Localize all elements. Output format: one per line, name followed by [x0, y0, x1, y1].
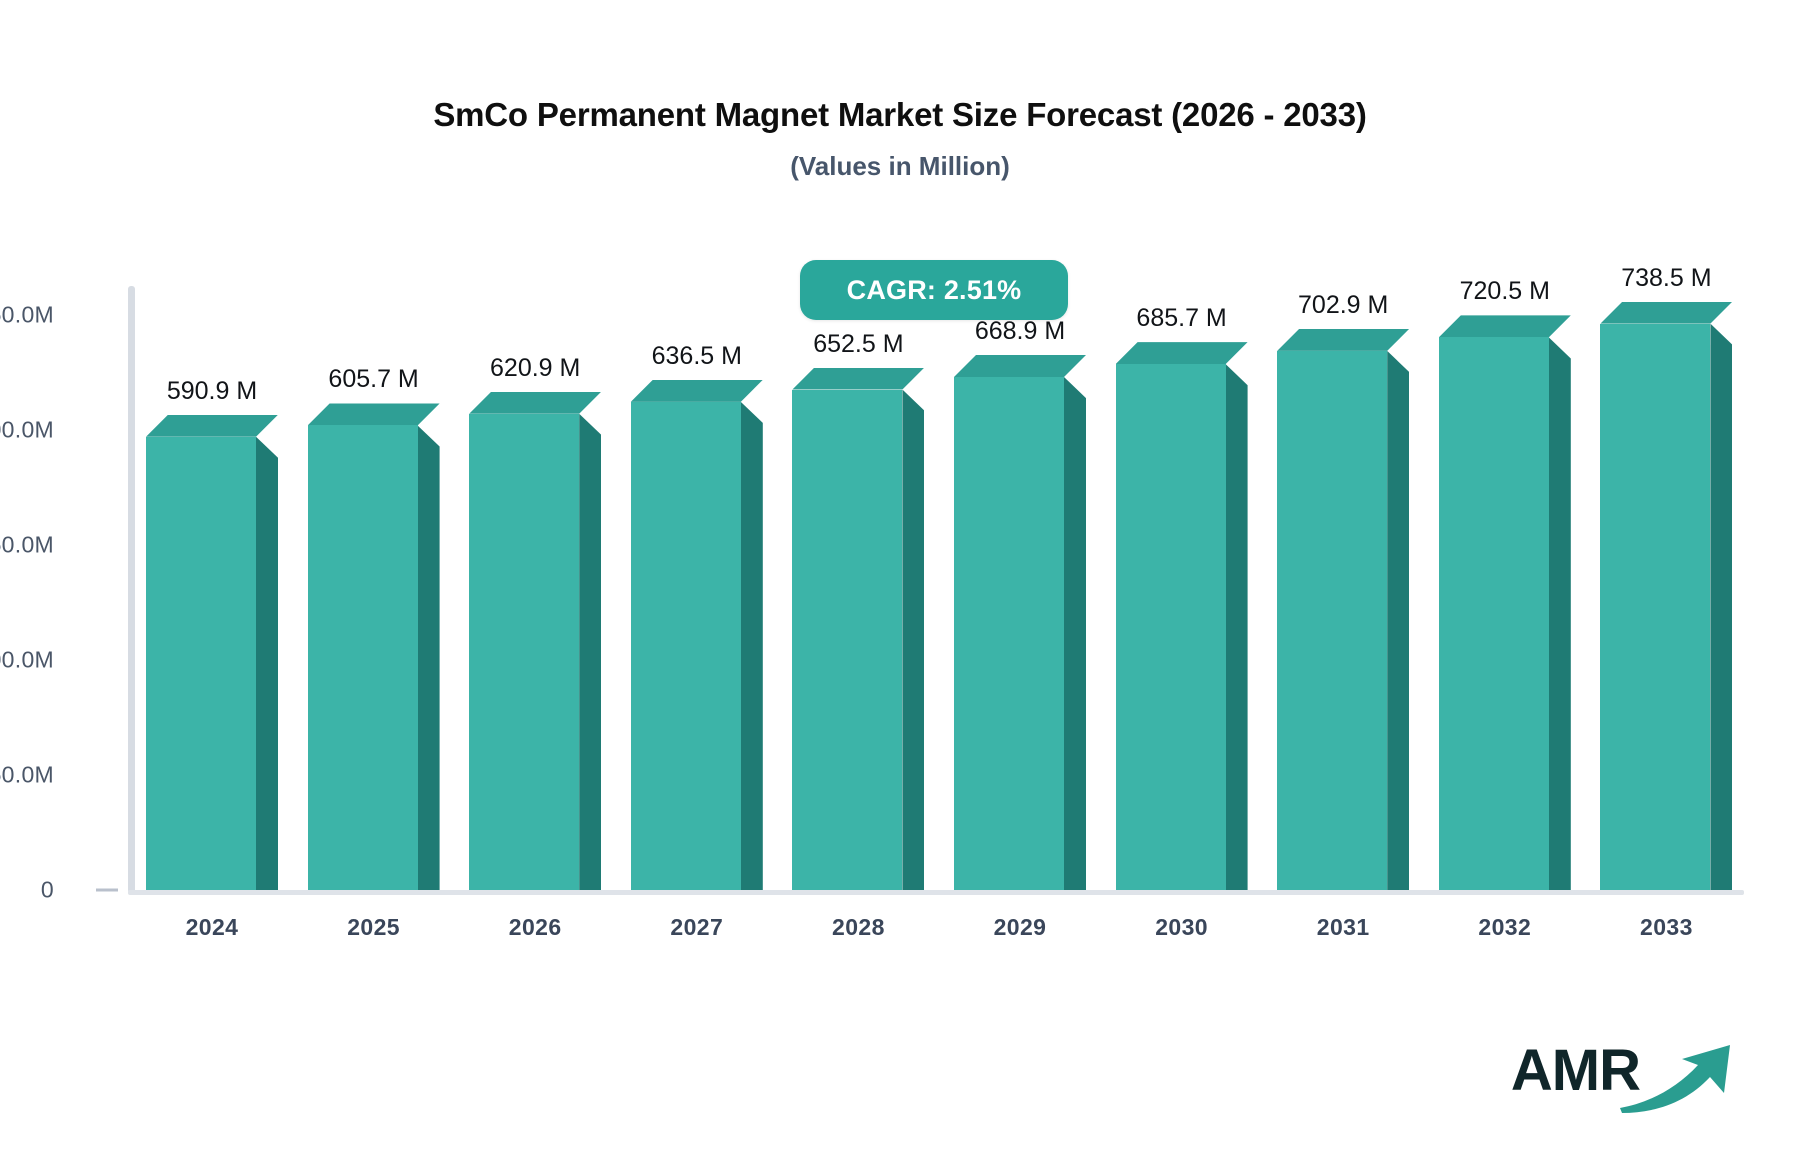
bar-value-label: 685.7 M [1136, 304, 1227, 333]
x-axis-tick-label: 2029 [993, 914, 1047, 940]
bar-top-face [1438, 315, 1571, 338]
bar-top-face [1115, 342, 1248, 365]
bar-side-face [1710, 323, 1733, 890]
bar-side-face [417, 425, 440, 890]
x-axis-tick-label: 2030 [1155, 914, 1208, 940]
bar-side-face [1387, 350, 1410, 890]
bar-column [146, 414, 278, 890]
bar-top-face [792, 367, 925, 390]
bar-top-face [954, 354, 1086, 377]
bar-top-face [307, 403, 440, 426]
x-axis-tick-label: 2033 [1640, 914, 1693, 940]
bar-column [307, 403, 440, 890]
bar-value-label: 702.9 M [1298, 290, 1389, 319]
bar-side-face [579, 413, 602, 890]
bar-value-label: 636.5 M [651, 341, 742, 370]
bar-top-face [1277, 328, 1410, 351]
y-axis-tick-label: 0 [40, 876, 54, 903]
growth-arrow-icon [1614, 1039, 1742, 1118]
amr-logo: AMR [1510, 1034, 1742, 1113]
bar-side-face [1064, 376, 1086, 890]
bar-front-face [1277, 350, 1388, 890]
x-axis-tick-label: 2024 [185, 914, 239, 940]
bar-top-face [630, 379, 763, 402]
bar-column [954, 354, 1086, 890]
chart-subtitle: (Values in Million) [790, 151, 1010, 181]
bar-front-face [146, 436, 256, 890]
bar-front-face [1438, 337, 1549, 890]
bar-column [1277, 328, 1410, 890]
x-axis-tick-label: 2031 [1316, 914, 1370, 940]
bar-side-face [256, 436, 278, 890]
bar-column [630, 379, 763, 890]
bar-side-face [1225, 364, 1248, 890]
bar-side-face [902, 389, 925, 890]
y-axis-tick-label: 300.0M [0, 646, 54, 673]
plot-area: 0 150.0M 300.0M 450.0M 600.0M 750.0M 590.9 M 6… [0, 264, 1744, 940]
bar-side-face [1548, 337, 1571, 890]
bar-series: 590.9 M 605.7 M 620.9 M 636.5 M 652.5 M 668.9… [128, 264, 1744, 893]
bar-front-face [469, 413, 580, 890]
x-axis-line [128, 890, 1744, 895]
page-title: SmCo Permanent Magnet Market Size Foreca… [433, 96, 1367, 133]
x-axis-tick-label: 2025 [347, 914, 400, 940]
bar-value-label: 652.5 M [813, 329, 904, 358]
title-block: SmCo Permanent Magnet Market Size Foreca… [0, 96, 1800, 182]
bar-front-face [1600, 323, 1711, 890]
y-axis-tick-label: 450.0M [0, 531, 54, 558]
bar-value-label: 620.9 M [490, 353, 581, 382]
y-axis-tick-label: 600.0M [0, 416, 54, 443]
y-axis-line [128, 286, 135, 893]
logo-wordmark: AMR [1510, 1038, 1641, 1103]
bar-top-face [469, 391, 602, 414]
bar-front-face [1115, 364, 1226, 890]
x-axis-tick-label: 2027 [670, 914, 724, 940]
bar-front-face [954, 376, 1064, 890]
bar-value-label: 738.5 M [1621, 263, 1712, 292]
y-axis-tick-mark [96, 888, 118, 892]
x-axis-tick-label: 2028 [832, 914, 885, 940]
bar-column [792, 367, 925, 890]
bar-value-label: 605.7 M [328, 365, 419, 394]
bar-column [469, 391, 602, 890]
cagr-badge: CAGR: 2.51% [800, 260, 1068, 320]
cagr-label: CAGR: 2.51% [846, 274, 1022, 305]
y-axis-tick-label: 150.0M [0, 761, 54, 788]
bar-top-face [1600, 301, 1733, 324]
bar-value-label: 590.9 M [166, 376, 258, 405]
bar-column [1600, 301, 1733, 890]
bar-value-label: 720.5 M [1459, 277, 1550, 306]
bar-front-face [792, 389, 903, 890]
bar-value-label: 668.9 M [974, 316, 1066, 345]
bar-column [1115, 342, 1248, 890]
x-axis-tick-label: 2032 [1478, 914, 1532, 940]
bar-column [1438, 315, 1571, 890]
bar-top-face [146, 414, 278, 437]
bar-front-face [307, 425, 418, 890]
y-axis-tick-label: 750.0M [0, 301, 54, 328]
bar-side-face [740, 401, 763, 890]
bar-front-face [630, 401, 741, 890]
x-axis-tick-label: 2026 [508, 914, 562, 940]
